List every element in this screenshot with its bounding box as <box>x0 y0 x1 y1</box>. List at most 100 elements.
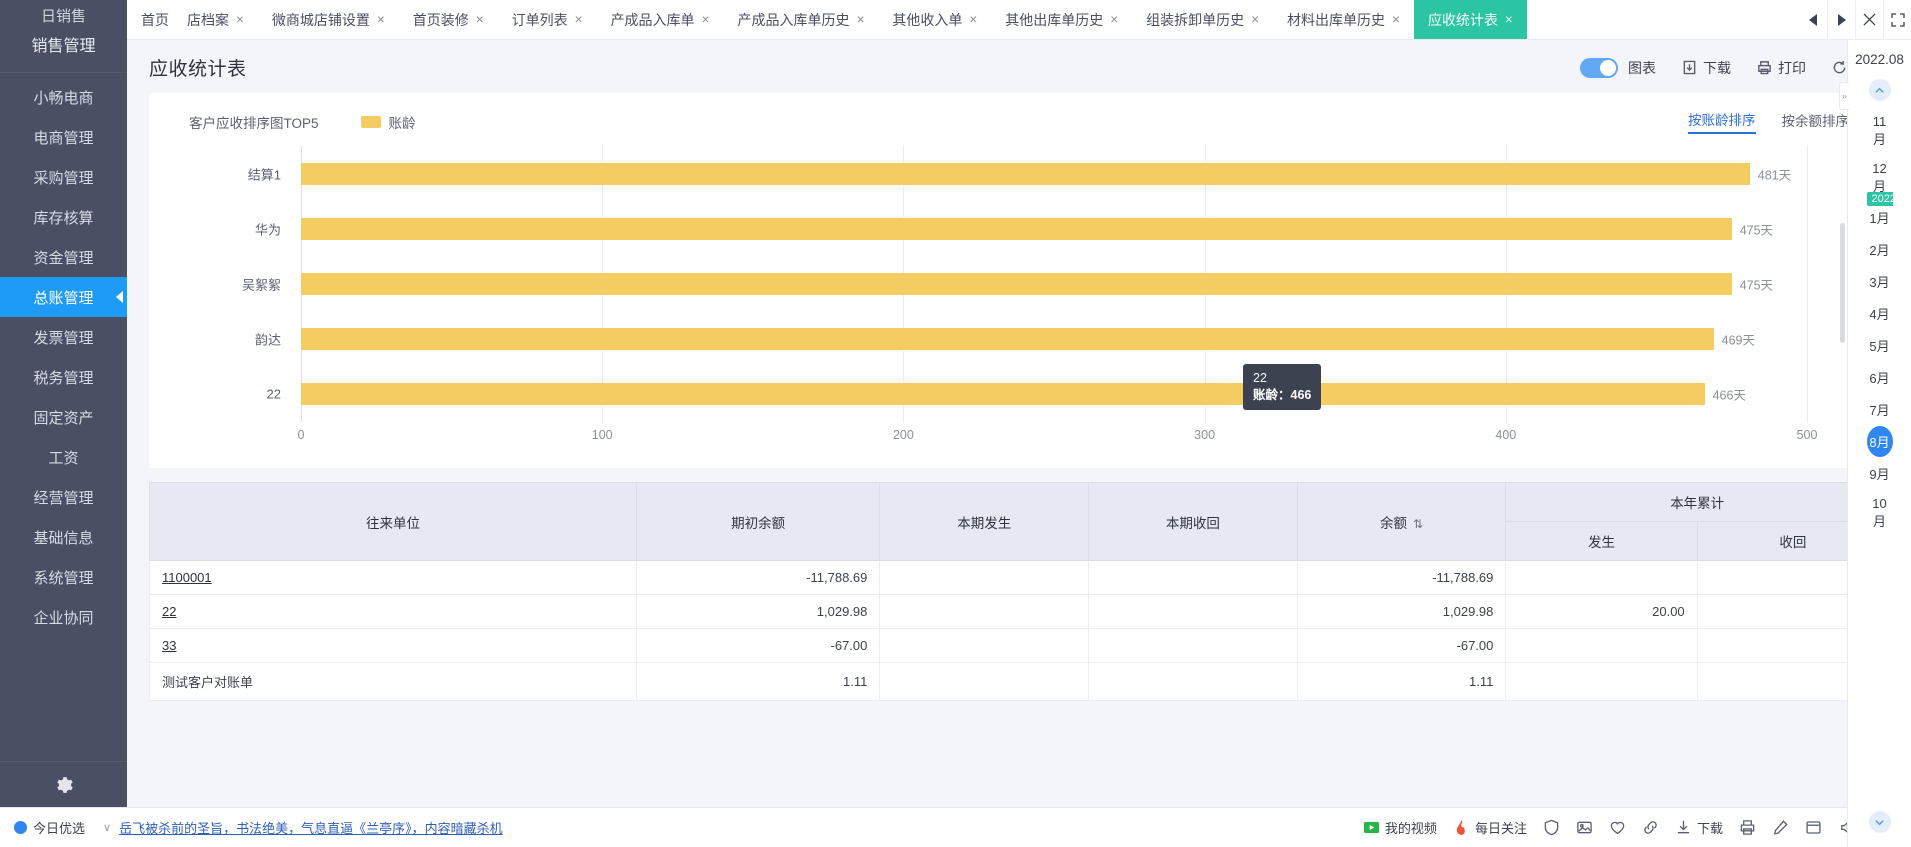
date-panel-collapse-button[interactable]: » <box>1839 82 1849 110</box>
cell-unit[interactable]: 测试客户对账单 <box>149 662 637 701</box>
tab-close-icon[interactable]: × <box>376 12 385 27</box>
month-item-8[interactable]: 7月 <box>1869 402 1890 418</box>
chart-bar[interactable] <box>301 162 1750 185</box>
date-scroll-down-button[interactable] <box>1868 811 1891 833</box>
sidebar-settings-button[interactable] <box>0 761 127 807</box>
printer-icon[interactable] <box>1739 819 1756 836</box>
sort-by-aging-button[interactable]: 按账龄排序 <box>1688 109 1756 134</box>
sort-icon[interactable]: ⇅ <box>1413 516 1424 531</box>
sidebar-item-8[interactable]: 固定资产 <box>0 397 127 437</box>
chart-toggle-group[interactable]: 图表 <box>1580 57 1656 78</box>
download-button[interactable]: 下载 <box>1682 58 1731 78</box>
col-recovered[interactable]: 本期收回 <box>1088 482 1298 561</box>
tab-close-icon[interactable]: × <box>1504 12 1513 27</box>
tab-scroll-right-button[interactable] <box>1827 0 1855 40</box>
month-item-1[interactable]: 12月 <box>1872 160 1887 194</box>
tab-close-icon[interactable]: × <box>701 12 710 27</box>
tab-scroll-left-button[interactable] <box>1799 0 1827 40</box>
news-headline[interactable]: 岳飞被杀前的圣旨，书法绝美，气息直逼《兰亭序》，内容暗藏杀机 <box>119 821 503 836</box>
col-balance[interactable]: 余额 ⇅ <box>1296 482 1507 561</box>
chart-bar[interactable] <box>301 383 1705 406</box>
sidebar-item-6[interactable]: 发票管理 <box>0 317 127 357</box>
month-item-2[interactable]: 1月 <box>1869 210 1890 226</box>
sidebar-item-5-active[interactable]: 总账管理 <box>0 277 127 317</box>
sidebar-item-1[interactable]: 电商管理 <box>0 117 127 157</box>
tab-3[interactable]: 首页装修 × <box>399 0 498 39</box>
tab-close-icon[interactable]: × <box>856 12 865 27</box>
cell-unit[interactable]: 22 <box>149 594 637 629</box>
unit-link[interactable]: 22 <box>162 604 177 619</box>
daily-follow-button[interactable]: 每日关注 <box>1453 818 1527 837</box>
sidebar-item-4[interactable]: 资金管理 <box>0 237 127 277</box>
content-scrollbar[interactable] <box>1840 223 1845 343</box>
tab-11-active[interactable]: 应收统计表 × <box>1413 0 1527 39</box>
table-row[interactable]: 测试客户对账单 1.11 1.11 <box>149 662 1890 701</box>
chart-legend[interactable]: 账龄 <box>360 112 416 132</box>
sidebar-item-13[interactable]: 企业协同 <box>0 597 127 637</box>
sidebar-item-9[interactable]: 工资 <box>0 437 127 477</box>
date-scroll-up-button[interactable] <box>1868 79 1891 101</box>
sidebar-item-7[interactable]: 税务管理 <box>0 357 127 397</box>
tab-close-icon[interactable]: × <box>1392 12 1400 27</box>
col-unit[interactable]: 往来单位 <box>149 482 637 561</box>
tab-1[interactable]: 店档案 × <box>173 0 258 39</box>
unit-link[interactable]: 33 <box>162 638 177 653</box>
chart-bar[interactable] <box>301 328 1714 351</box>
link-icon[interactable] <box>1642 819 1659 836</box>
cell-unit[interactable]: 1100001 <box>149 560 637 595</box>
tab-4[interactable]: 订单列表 × <box>498 0 597 39</box>
month-item-9-active[interactable]: 8月 <box>1866 425 1893 457</box>
daily-picks-button[interactable]: 今日优选 <box>14 818 85 837</box>
month-item-7[interactable]: 6月 <box>1869 370 1890 386</box>
tab-close-icon[interactable]: × <box>1110 12 1119 27</box>
download-taskbar-button[interactable]: 下载 <box>1675 818 1723 837</box>
tab-close-all-button[interactable] <box>1855 0 1883 40</box>
news-ticker[interactable]: ∨ 岳飞被杀前的圣旨，书法绝美，气息直逼《兰亭序》，内容暗藏杀机 <box>103 818 503 837</box>
month-item-11[interactable]: 10月 <box>1872 495 1887 529</box>
image-icon[interactable] <box>1576 819 1593 836</box>
window-icon[interactable] <box>1805 819 1822 836</box>
tab-10[interactable]: 材料出库单历史 × <box>1273 0 1414 39</box>
my-video-button[interactable]: 我的视频 <box>1363 818 1437 837</box>
month-item-5[interactable]: 4月 <box>1869 306 1890 322</box>
shield-icon[interactable] <box>1543 819 1560 836</box>
tab-close-icon[interactable]: × <box>969 12 978 27</box>
tab-9[interactable]: 组装拆卸单历史 × <box>1132 0 1273 39</box>
chart-toggle-switch[interactable] <box>1580 57 1618 78</box>
edit-icon[interactable] <box>1772 819 1789 836</box>
tab-2[interactable]: 微商城店铺设置 × <box>258 0 399 39</box>
col-occurred[interactable]: 本期发生 <box>879 482 1090 561</box>
col-ytd-occurred[interactable]: 发生 <box>1505 521 1698 561</box>
tab-close-icon[interactable]: × <box>475 12 484 27</box>
chart-bar[interactable] <box>301 272 1732 295</box>
tab-7[interactable]: 其他收入单 × <box>878 0 991 39</box>
table-row[interactable]: 33 -67.00 -67.00 <box>149 628 1890 663</box>
sidebar-item-10[interactable]: 经营管理 <box>0 477 127 517</box>
cell-unit[interactable]: 33 <box>149 628 637 663</box>
sidebar-item-2[interactable]: 采购管理 <box>0 157 127 197</box>
tab-home[interactable]: 首页 <box>127 0 173 39</box>
sidebar-item-3[interactable]: 库存核算 <box>0 197 127 237</box>
month-item-3[interactable]: 2月 <box>1869 242 1890 258</box>
table-row[interactable]: 1100001 -11,788.69 -11,788.69 <box>149 560 1890 595</box>
heart-icon[interactable] <box>1609 819 1626 836</box>
col-opening[interactable]: 期初余额 <box>635 482 881 561</box>
sidebar-item-12[interactable]: 系统管理 <box>0 557 127 597</box>
tab-5[interactable]: 产成品入库单 × <box>597 0 724 39</box>
month-item-0[interactable]: 11月 <box>1872 113 1887 147</box>
tab-8[interactable]: 其他出库单历史 × <box>991 0 1132 39</box>
date-panel-year-value[interactable]: 2022.08 <box>1855 52 1904 67</box>
unit-link[interactable]: 1100001 <box>162 570 212 585</box>
month-item-10[interactable]: 9月 <box>1869 466 1890 482</box>
fullscreen-button[interactable] <box>1883 0 1911 40</box>
tab-6[interactable]: 产成品入库单历史 × <box>723 0 878 39</box>
tab-close-icon[interactable]: × <box>574 12 583 27</box>
sidebar-item-0[interactable]: 小畅电商 <box>0 77 127 117</box>
month-item-4[interactable]: 3月 <box>1869 274 1890 290</box>
month-item-6[interactable]: 5月 <box>1869 338 1890 354</box>
table-row[interactable]: 22 1,029.98 1,029.98 20.00 0.02 <box>149 594 1890 629</box>
chart-bar[interactable] <box>301 217 1732 240</box>
tab-close-icon[interactable]: × <box>1251 12 1260 27</box>
sidebar-item-11[interactable]: 基础信息 <box>0 517 127 557</box>
tab-close-icon[interactable]: × <box>236 12 244 27</box>
